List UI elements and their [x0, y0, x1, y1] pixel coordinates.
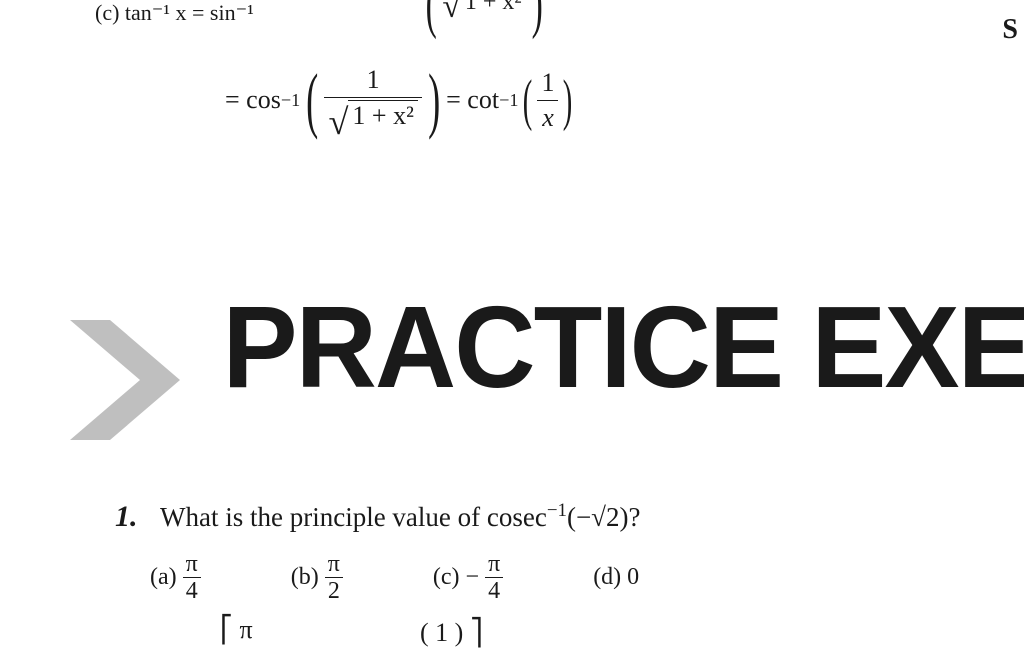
lparen-cos: (	[306, 58, 318, 142]
sqrt-top: √ 1 + x²	[442, 0, 525, 18]
question-number: 1.	[115, 500, 138, 534]
option-b-label: (b)	[291, 564, 319, 591]
bottom-paren-fragment: ( 1 ) ⎤	[420, 618, 483, 648]
example-c-label: (c) tan⁻¹ x = sin⁻¹	[95, 0, 254, 26]
option-d: (d) 0	[593, 564, 639, 591]
equation-line: = cos −1 ( 1 √ 1 + x² ) = cot −1 ( 1 x )	[225, 58, 578, 142]
top-paren-fragment: ( √ 1 + x² )	[420, 0, 548, 42]
option-c-label: (c)	[433, 564, 460, 591]
option-c-sign: −	[466, 564, 480, 591]
question-arg: (−√2)?	[567, 502, 641, 532]
bottom-bracket-fragment: ⎡ π	[220, 615, 253, 645]
frac-cot-den: x	[542, 103, 554, 132]
eq-cos-sup: −1	[281, 90, 300, 111]
lparen-cot: (	[523, 68, 533, 133]
eq-cot: = cot	[446, 85, 499, 115]
chevron-icon	[50, 310, 190, 455]
rparen-cos: )	[428, 58, 440, 142]
option-c: (c) − π 4	[433, 552, 503, 603]
option-b-den: 2	[325, 578, 343, 603]
lparen-top: (	[426, 0, 437, 42]
option-c-num: π	[485, 552, 503, 578]
sqrt-top-inner: 1 + x²	[465, 0, 522, 15]
option-d-label: (d)	[593, 564, 621, 591]
option-c-den: 4	[485, 578, 503, 603]
option-b-num: π	[325, 552, 343, 578]
frac-cos-den: 1 + x²	[352, 101, 413, 130]
option-d-val: 0	[627, 564, 639, 591]
frac-cos: 1 √ 1 + x²	[324, 65, 421, 134]
rparen-cot: )	[563, 68, 573, 133]
question-pre: What is the principle value of cosec	[160, 502, 547, 532]
frac-cot-num: 1	[541, 68, 554, 97]
frac-cot: 1 x	[537, 68, 558, 133]
frac-cos-num: 1	[367, 65, 380, 94]
question-sup: −1	[547, 500, 567, 521]
option-a-den: 4	[183, 578, 201, 603]
rparen-top: )	[531, 0, 542, 42]
eq-cot-sup: −1	[499, 90, 518, 111]
eq-cos: = cos	[225, 85, 281, 115]
section-heading: PRACTICE EXE	[222, 280, 1024, 414]
options-row: (a) π 4 (b) π 2 (c) − π 4 (d) 0	[150, 552, 639, 603]
s-fragment: S	[1002, 14, 1018, 46]
example-c-text: (c) tan⁻¹ x = sin⁻¹	[95, 0, 254, 25]
option-a-label: (a)	[150, 564, 177, 591]
question-text: What is the principle value of cosec−1(−…	[160, 500, 640, 533]
option-a: (a) π 4	[150, 552, 201, 603]
option-b: (b) π 2	[291, 552, 343, 603]
option-a-num: π	[183, 552, 201, 578]
